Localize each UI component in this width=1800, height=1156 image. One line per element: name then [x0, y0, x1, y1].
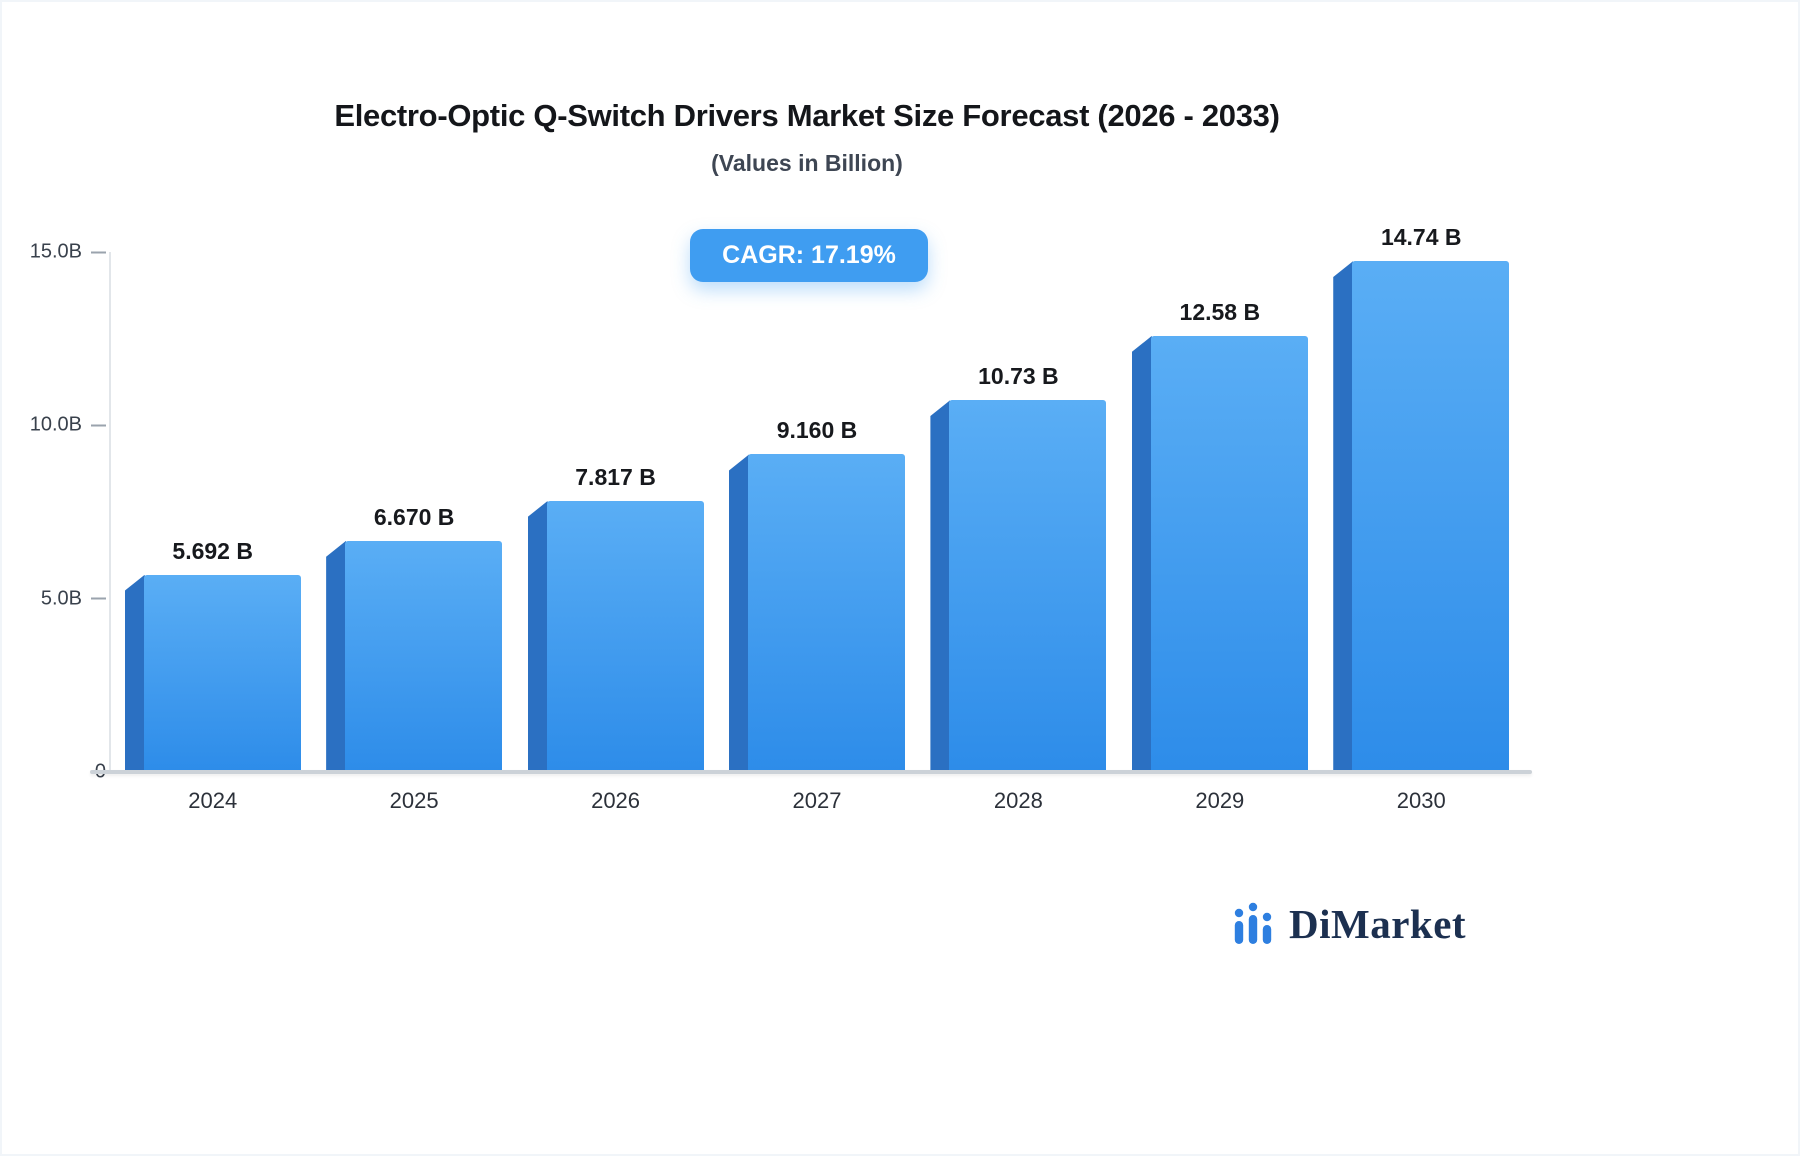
bar-side-face	[124, 574, 145, 772]
x-axis: 2024 2025 2026 2027 2028 2029 2030	[112, 788, 1522, 814]
brand-wordmark: DiMarket	[1289, 901, 1467, 947]
bar-front-face	[143, 574, 301, 772]
bar-slot: 6.670 B	[313, 252, 514, 772]
x-axis-label-2026: 2026	[591, 788, 641, 813]
bar-slot: 9.160 B	[716, 252, 917, 772]
y-tick-label: 15.0B	[29, 240, 82, 263]
y-tick-mark	[91, 424, 106, 427]
x-axis-label-2029: 2029	[1195, 788, 1245, 813]
y-tick-mark	[91, 597, 106, 600]
x-axis-baseline	[90, 770, 1532, 774]
bar-slot: 14.74 B	[1321, 224, 1522, 772]
y-tick-15.0B: 15.0B	[30, 241, 106, 264]
bar-slot: 10.73 B	[918, 252, 1119, 772]
cagr-badge: CAGR: 17.19%	[690, 229, 928, 282]
bar-2028: 10.73 B	[930, 363, 1107, 772]
y-tick-5.0B: 5.0B	[41, 587, 106, 610]
bar-front-face	[747, 454, 905, 772]
bar-side-face	[1131, 335, 1152, 772]
bar-side-face	[728, 454, 749, 772]
bar-slot: 12.58 B	[1119, 252, 1320, 772]
bar-value-label: 6.670 B	[373, 503, 455, 530]
bar-2029: 12.58 B	[1131, 299, 1308, 772]
bar-front-face	[1150, 335, 1308, 772]
bar-front-face	[1352, 261, 1510, 772]
y-tick-label: 5.0B	[40, 587, 82, 610]
bar-2030: 14.74 B	[1333, 224, 1510, 772]
chart-title: Electro-Optic Q-Switch Drivers Market Si…	[334, 98, 1280, 133]
bar-chart-logo-icon	[1234, 902, 1272, 944]
bar-2025: 6.670 B	[326, 504, 503, 772]
x-axis-label-2028: 2028	[993, 788, 1043, 813]
x-axis-label-2024: 2024	[188, 788, 238, 813]
x-axis-label-2027: 2027	[792, 788, 842, 813]
bar-front-face	[949, 400, 1107, 772]
x-axis-label-2030: 2030	[1396, 788, 1446, 813]
bar-2024: 5.692 B	[124, 538, 301, 772]
bar-front-face	[345, 540, 503, 772]
brand-logo: DiMarket	[1230, 900, 1466, 948]
bar-slot: 7.817 B	[515, 252, 716, 772]
x-axis-label-2025: 2025	[389, 788, 439, 813]
bar-value-label: 14.74 B	[1380, 224, 1462, 251]
bar-2026: 7.817 B	[527, 464, 704, 772]
bar-side-face	[1333, 261, 1354, 772]
bar-front-face	[546, 501, 704, 772]
y-tick-10.0B: 10.0B	[30, 414, 106, 437]
bar-value-label: 5.692 B	[172, 537, 253, 564]
chart-subtitle: (Values in Billion)	[711, 150, 903, 176]
bar-side-face	[326, 540, 347, 772]
bar-side-face	[527, 501, 548, 772]
bar-side-face	[930, 400, 951, 772]
y-tick-mark	[91, 251, 106, 253]
bar-2027: 9.160 B	[728, 417, 905, 772]
bar-value-label: 10.73 B	[978, 363, 1059, 390]
bar-value-label: 7.817 B	[575, 464, 656, 491]
y-tick-label: 10.0B	[29, 413, 82, 436]
plot-area: 5.692 B 6.670 B 7.817 B 9.160 B 10.73 B 12.58…	[112, 224, 1522, 772]
y-axis-line	[109, 252, 111, 772]
bar-slot: 5.692 B	[112, 252, 313, 772]
bar-value-label: 9.160 B	[776, 417, 858, 444]
bar-value-label: 12.58 B	[1179, 298, 1261, 325]
